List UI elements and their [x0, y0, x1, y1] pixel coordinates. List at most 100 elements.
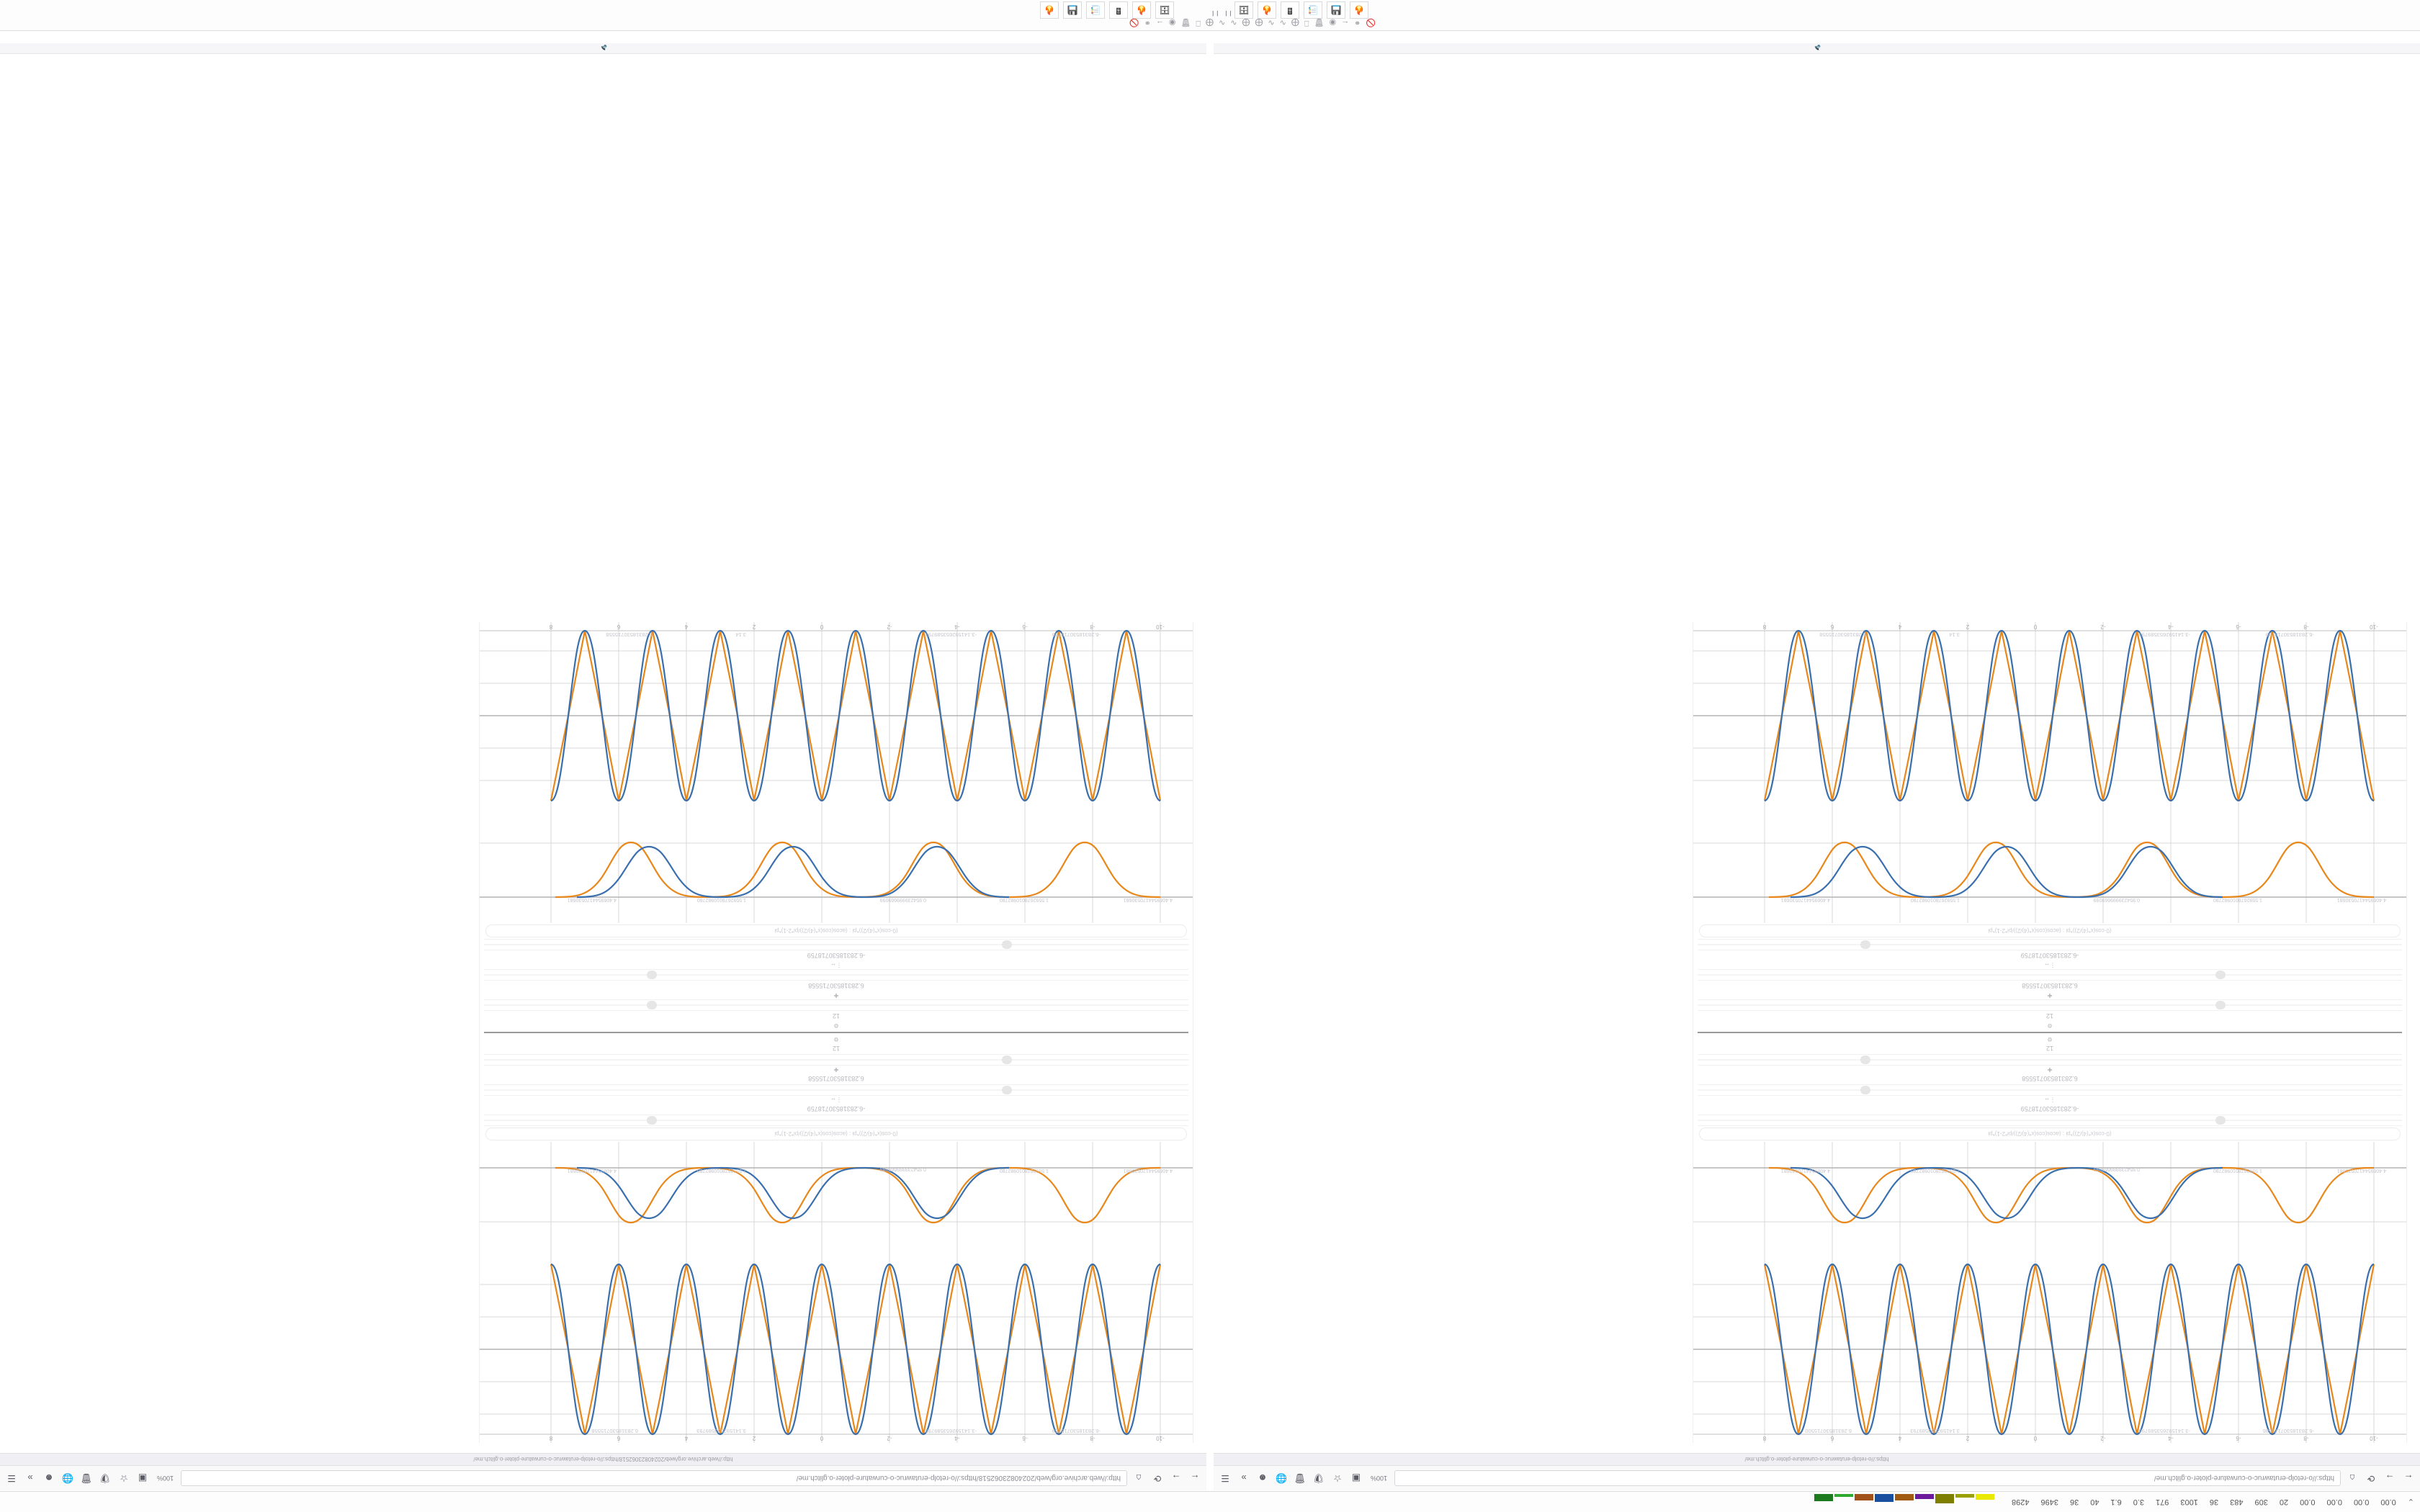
resize-horizontal-icon[interactable]: ⋮↔	[830, 1097, 842, 1103]
slider-thumb[interactable]	[1002, 1086, 1012, 1094]
move-icon[interactable]: ✚	[2047, 992, 2053, 999]
back-icon[interactable]: ←	[1190, 1472, 1200, 1484]
reload-icon[interactable]: ⟳	[2367, 1473, 2375, 1484]
slider-thumb[interactable]	[1860, 1086, 1870, 1094]
formula-input-top-right[interactable]: (0-cos(x*(4)/2))*pi : (acos(cos(x*(4)/2)…	[485, 1128, 1187, 1140]
x-tick-label: 2	[1966, 1435, 1969, 1441]
zoom-level-right[interactable]: 100%	[157, 1475, 174, 1482]
find-bar-right[interactable]: 🔈	[0, 43, 1206, 54]
slider-thumb[interactable]	[1860, 1056, 1870, 1064]
gear-icon[interactable]: ⚙	[833, 1022, 839, 1029]
chevrons-icon[interactable]: »	[1241, 1472, 1247, 1484]
firefox-icon[interactable]: 🔥	[1132, 1, 1151, 19]
move-icon[interactable]: ✚	[833, 992, 839, 999]
slider-xmax-right-2[interactable]	[484, 969, 1188, 981]
slider-thumb[interactable]	[647, 971, 657, 979]
formula-input-top-left[interactable]: (0-cos(x*(4)/2))*pi : (acos(cos(x*(4)/2)…	[1699, 1128, 2401, 1140]
speaker-icon[interactable]: 🔈	[599, 45, 608, 53]
slider-thumb[interactable]	[1860, 940, 1870, 949]
slider-samples-left-2[interactable]	[1698, 999, 2402, 1011]
curvature-plot-bottom-left[interactable]: 4.4069544170530681 1.5592678010982780 0.…	[1693, 809, 2406, 923]
globe-icon[interactable]: 🌐	[1275, 1473, 1288, 1484]
slider-thumb[interactable]	[2215, 1116, 2226, 1125]
slider-samples-left[interactable]	[1698, 1054, 2402, 1066]
formula-input-bottom-left[interactable]: (0-cos(x*(4)/2))*pi : (acos(cos(x*(4)/2)…	[1699, 924, 2401, 937]
slider-xmax-left-2[interactable]	[1698, 969, 2402, 981]
chevrons-icon[interactable]: »	[27, 1472, 33, 1484]
address-bar-right[interactable]: http://web.archive.org/web/2024082306251…	[181, 1470, 1127, 1486]
notepad-icon[interactable]: 📑	[1304, 1, 1322, 19]
slider-xmin-left-2[interactable]	[1698, 939, 2402, 950]
calculator-icon[interactable]: 🖩	[1281, 1, 1299, 19]
archive-icon[interactable]: 🗄	[1234, 1, 1253, 19]
resize-horizontal-icon[interactable]: ⋮↔	[830, 962, 842, 968]
firefox-icon[interactable]: 🔥	[1040, 1, 1059, 19]
slider-xmax-right[interactable]	[484, 1084, 1188, 1096]
menu-icon[interactable]: ☰	[7, 1473, 16, 1484]
account-icon[interactable]: ☻	[44, 1472, 54, 1484]
account-icon[interactable]: ☻	[1258, 1472, 1268, 1484]
window-icon[interactable]: ⎕	[1196, 19, 1201, 28]
slider-thumb[interactable]	[2215, 1001, 2226, 1009]
speaker-icon[interactable]: 🔈	[1812, 45, 1821, 53]
translate-icon[interactable]: ▣	[138, 1473, 148, 1484]
slider-xmin-right-2[interactable]	[484, 939, 1188, 950]
firefox-icon[interactable]: 🔥	[1258, 1, 1276, 19]
formula-input-bottom-right[interactable]: (0-cos(x*(4)/2))*pi : (acos(cos(x*(4)/2)…	[485, 924, 1187, 937]
tab-strip-right[interactable]: http://web.archive.org/web/2024082306251…	[0, 1453, 1206, 1465]
bookmark-star-icon[interactable]: ☆	[1333, 1473, 1342, 1484]
resize-horizontal-icon[interactable]: ⋮↔	[2044, 1097, 2056, 1103]
translate-icon[interactable]: ▣	[1351, 1473, 1361, 1484]
calculator-icon[interactable]: 🖩	[1109, 1, 1128, 19]
chevron-down-icon[interactable]: ⌄	[2407, 1497, 2414, 1506]
forward-icon[interactable]: →	[2385, 1472, 2395, 1484]
notepad-icon[interactable]: 📑	[1086, 1, 1105, 19]
firefox-icon[interactable]: 🔥	[1350, 1, 1368, 19]
move-icon[interactable]: ✚	[2047, 1066, 2053, 1073]
address-bar-left[interactable]: https://o-retolp-erutawruc-o-curwature-p…	[1394, 1470, 2341, 1486]
find-bar-left[interactable]: 🔈	[1214, 43, 2420, 54]
reload-icon[interactable]: ⟳	[1153, 1473, 1162, 1484]
slider-thumb[interactable]	[2215, 971, 2226, 979]
gear-icon[interactable]: ⚙	[2047, 1022, 2053, 1029]
slider-samples-right[interactable]	[484, 1054, 1188, 1066]
floppy-64-icon[interactable]: 💾	[1063, 1, 1082, 19]
move-icon[interactable]: ✚	[833, 1066, 839, 1073]
home-icon[interactable]: ⌂	[2349, 1472, 2355, 1484]
function-plot-bottom-right[interactable]: -10 -8 -6 -4 -2 0 2 4 6 8 -6.28318530718759 -…	[480, 622, 1193, 809]
slider-thumb[interactable]	[647, 1116, 657, 1125]
home-icon[interactable]: ⌂	[1136, 1472, 1142, 1484]
slider-thumb[interactable]	[1002, 1056, 1012, 1064]
bookmark-star-icon[interactable]: ☆	[120, 1473, 128, 1484]
globe-icon[interactable]: ⨁	[1206, 18, 1214, 27]
slider-thumb[interactable]	[1002, 940, 1012, 949]
zoom-level-left[interactable]: 100%	[1371, 1475, 1388, 1482]
slider-thumb[interactable]	[647, 1001, 657, 1009]
curvature-plot-top-left[interactable]: 4.4069544170530681 1.5592678010982780 0.…	[1693, 1142, 2406, 1256]
resize-horizontal-icon[interactable]: ⋮↔	[2044, 962, 2056, 968]
globe-icon[interactable]: 🌐	[61, 1473, 74, 1484]
wave-icon[interactable]: ∿	[1219, 18, 1226, 27]
function-plot-top-right[interactable]: -10 -8 -6 -4 -2 0 2 4 6 8 -6.28318530718759 -…	[480, 1256, 1193, 1443]
trash-icon[interactable]: 🗑	[1180, 18, 1191, 27]
back-icon[interactable]: ←	[2403, 1472, 2414, 1484]
forward-icon[interactable]: →	[1171, 1472, 1181, 1484]
slider-xmin-left[interactable]	[1698, 1115, 2402, 1126]
gear-icon[interactable]: ⚙	[2047, 1036, 2053, 1043]
slider-samples-right-2[interactable]	[484, 999, 1188, 1011]
curvature-plot-bottom-right[interactable]: 4.4069544170530681 1.5592678010982780 0.…	[480, 809, 1193, 923]
shield-icon[interactable]: 🛡	[99, 1473, 112, 1484]
curvature-plot-top-right[interactable]: 4.4069544170530681 1.5592678010982780 0.…	[480, 1142, 1193, 1256]
archive-icon[interactable]: 🗄	[1155, 1, 1174, 19]
trash-icon[interactable]: 🗑	[80, 1473, 93, 1484]
slider-xmax-left[interactable]	[1698, 1084, 2402, 1096]
menu-icon[interactable]: ☰	[1221, 1473, 1229, 1484]
floppy-save-icon[interactable]: 💾	[1327, 1, 1345, 19]
gear-icon[interactable]: ⚙	[833, 1036, 839, 1043]
slider-xmin-right[interactable]	[484, 1115, 1188, 1126]
function-plot-bottom-left[interactable]: -10 -8 -6 -4 -2 0 2 4 6 8 -6.28318530718759 -…	[1693, 622, 2406, 809]
shield-icon[interactable]: 🛡	[1312, 1473, 1325, 1484]
tab-strip-left[interactable]: https://o-retolp-erutawruc-o-curwature-p…	[1214, 1453, 2420, 1465]
trash-icon[interactable]: 🗑	[1294, 1473, 1307, 1484]
